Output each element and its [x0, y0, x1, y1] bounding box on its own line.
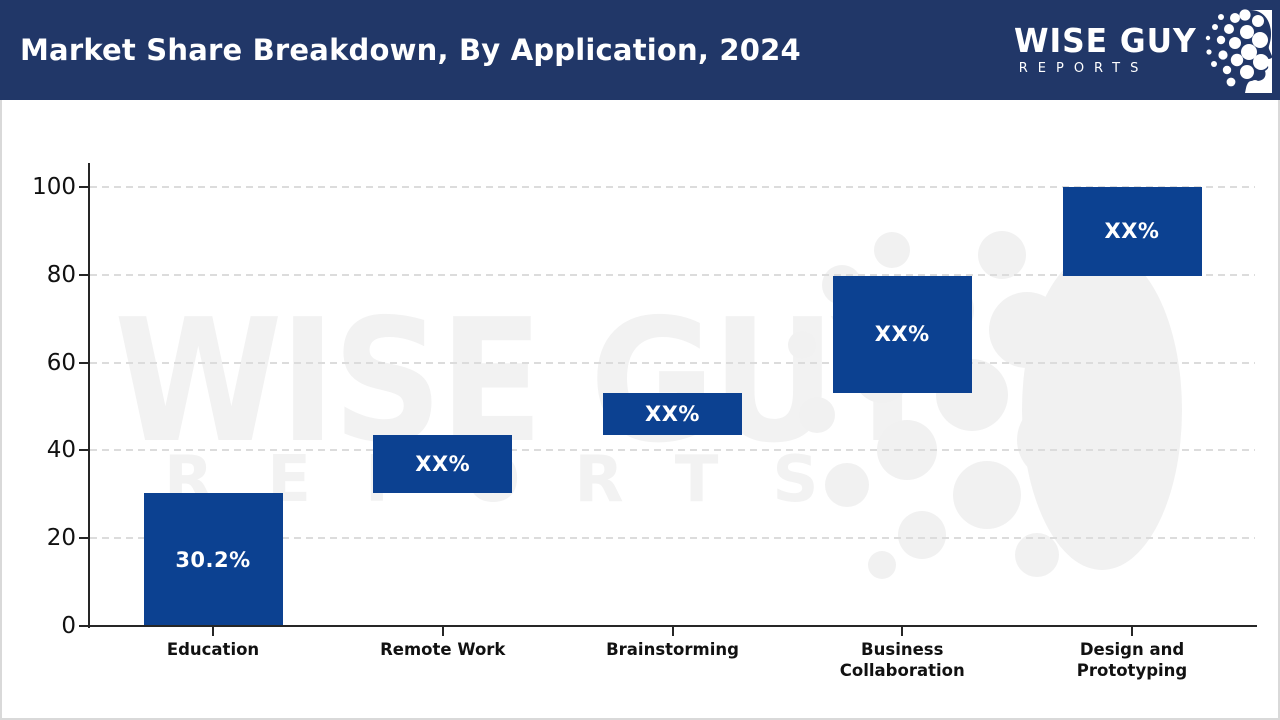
- y-tick: [79, 186, 88, 188]
- y-tick-label: 60: [46, 349, 76, 376]
- category-label: Business Collaboration: [839, 640, 965, 680]
- x-tick: [441, 627, 444, 636]
- x-tick: [212, 627, 214, 636]
- chart-panel: WISE GUY REPORTS 0 20 40 60 80 100 30.2% Educat…: [0, 100, 1280, 720]
- y-axis-line: [88, 163, 90, 628]
- y-tick-label: 20: [46, 525, 76, 552]
- header-bar: Market Share Breakdown, By Application, …: [0, 0, 1280, 100]
- gridline: [90, 361, 1255, 364]
- y-tick-label: 40: [46, 437, 76, 464]
- bar: XX%: [603, 393, 742, 436]
- y-tick-label: 0: [61, 613, 76, 639]
- wiseguy-logo: WISE GUY REPORTS: [1014, 6, 1272, 94]
- category-label: Education: [166, 640, 260, 659]
- x-tick: [901, 627, 904, 636]
- bar: XX%: [832, 275, 972, 394]
- x-tick: [671, 627, 674, 636]
- logo-wordmark: WISE GUY: [1013, 21, 1197, 60]
- bar-value-label: 30.2%: [175, 547, 251, 572]
- y-tick: [79, 449, 88, 452]
- y-tick: [79, 625, 88, 627]
- logo-subtitle: REPORTS: [1018, 61, 1149, 76]
- gridline: [90, 449, 1255, 452]
- bar-value-label: XX%: [645, 402, 700, 427]
- watermark-wordmark: WISE GUY: [114, 283, 943, 481]
- gridline: [90, 273, 1255, 276]
- chart-title: Market Share Breakdown, By Application, …: [20, 33, 801, 67]
- gridline: [90, 186, 1255, 188]
- gridline: [90, 537, 1255, 540]
- bar-value-label: XX%: [874, 322, 930, 347]
- y-tick: [79, 361, 88, 364]
- y-tick: [79, 537, 88, 540]
- category-label: Design and Prototyping: [1076, 640, 1188, 680]
- bar-value-label: XX%: [415, 452, 471, 477]
- category-label: Remote Work: [380, 640, 506, 659]
- x-tick: [1131, 627, 1133, 636]
- bar: 30.2%: [143, 493, 283, 626]
- category-label: Brainstorming: [606, 640, 739, 659]
- y-tick: [79, 273, 88, 276]
- bar-value-label: XX%: [1104, 219, 1160, 244]
- y-tick-label: 80: [46, 261, 76, 288]
- logo-text: WISE GUY REPORTS: [1013, 21, 1206, 77]
- x-axis-line: [88, 625, 1257, 627]
- bar: XX%: [1062, 187, 1202, 276]
- wiseguy-face-icon: [1205, 9, 1272, 93]
- y-tick-label: 100: [32, 174, 76, 200]
- bar: XX%: [373, 435, 513, 494]
